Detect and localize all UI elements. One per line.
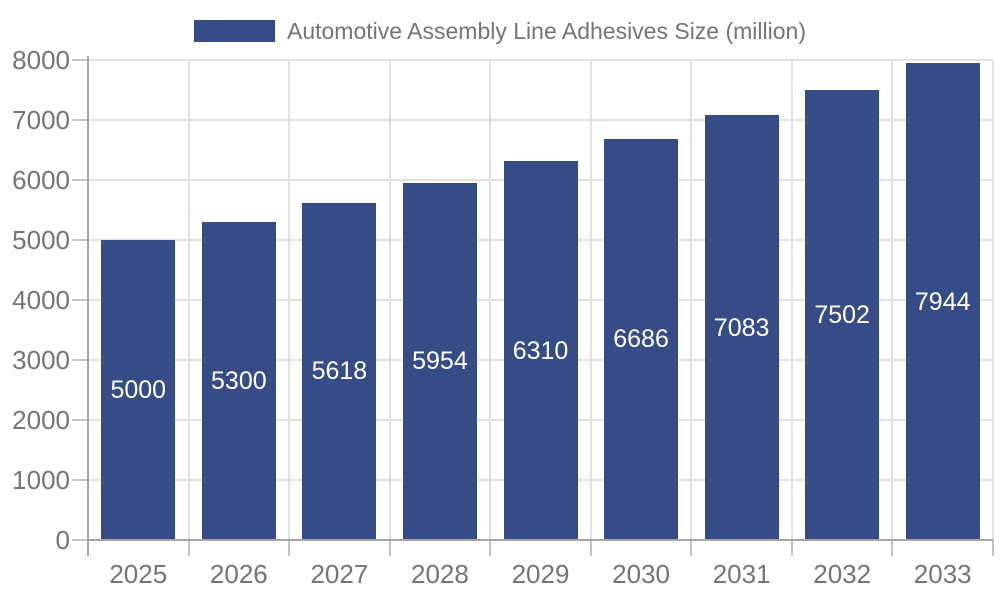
x-axis-tick xyxy=(489,540,492,556)
bar-value-label: 5300 xyxy=(211,367,267,395)
gridline-vertical xyxy=(790,60,793,540)
y-axis-tick-label: 4000 xyxy=(12,285,70,315)
y-axis-tick xyxy=(72,479,88,481)
y-axis-tick-label: 1000 xyxy=(12,465,70,495)
x-axis-tick xyxy=(790,540,793,556)
bar xyxy=(604,138,679,540)
y-axis-tick-label: 7000 xyxy=(12,105,70,135)
x-axis-tick xyxy=(187,540,190,556)
y-axis-tick xyxy=(72,359,88,361)
bar-value-label: 6310 xyxy=(512,336,569,365)
gridline-horizontal xyxy=(88,119,993,121)
y-axis-tick xyxy=(72,59,88,61)
bar xyxy=(704,115,779,540)
gridline-vertical xyxy=(690,60,693,540)
y-axis-tick xyxy=(72,239,88,241)
bar xyxy=(905,63,980,540)
gridline-horizontal xyxy=(88,59,993,61)
bar xyxy=(805,89,880,540)
bar-value-label: 5000 xyxy=(110,376,167,404)
bar-value-label: 5618 xyxy=(311,357,368,386)
x-axis-tick-label: 2030 xyxy=(612,559,670,589)
y-axis-tick-label: 5000 xyxy=(12,225,70,255)
x-axis-tick xyxy=(288,540,291,556)
legend-label: Automotive Assembly Line Adhesives Size … xyxy=(286,18,806,44)
bar-value-label: 6686 xyxy=(613,325,669,354)
y-axis-tick xyxy=(72,179,88,181)
x-axis-tick xyxy=(992,540,994,556)
y-axis-tick-label: 8000 xyxy=(12,45,70,75)
x-axis-tick-label: 2027 xyxy=(310,559,369,589)
y-axis-tick-label: 2000 xyxy=(12,405,70,435)
x-axis-tick-label: 2025 xyxy=(109,559,168,589)
x-axis-tick-label: 2031 xyxy=(712,559,771,589)
y-axis-tick-label: 6000 xyxy=(12,165,70,195)
x-axis-tick-label: 2029 xyxy=(511,559,570,589)
bar xyxy=(402,182,477,540)
y-axis-tick-label: 0 xyxy=(55,525,70,555)
x-axis-line xyxy=(87,539,993,541)
x-axis-tick xyxy=(690,540,693,556)
legend-swatch xyxy=(193,20,275,42)
x-axis-tick xyxy=(388,540,391,556)
y-axis-tick xyxy=(72,299,88,301)
bar-value-label: 5954 xyxy=(412,347,468,376)
bar-value-label: 7083 xyxy=(713,313,770,342)
y-axis-tick xyxy=(72,119,88,121)
y-axis-tick-label: 3000 xyxy=(12,345,70,375)
y-axis-tick xyxy=(72,419,88,421)
gridline-vertical xyxy=(388,60,391,540)
y-axis-tick xyxy=(72,539,88,541)
bar xyxy=(503,161,578,540)
gridline-vertical xyxy=(288,60,291,540)
gridline-vertical xyxy=(891,60,894,540)
x-axis-tick xyxy=(589,540,592,556)
x-axis-tick xyxy=(891,540,894,556)
gridline-vertical xyxy=(589,60,592,540)
gridline-vertical xyxy=(187,60,190,540)
x-axis-tick-label: 2033 xyxy=(913,559,972,589)
x-axis-tick-label: 2032 xyxy=(813,559,872,589)
x-axis-tick-label: 2026 xyxy=(209,559,268,589)
bar-value-label: 7944 xyxy=(914,287,971,316)
bar xyxy=(201,222,276,540)
gridline-vertical xyxy=(992,60,994,540)
y-axis-line xyxy=(87,56,89,556)
bar xyxy=(302,202,377,540)
chart-legend: Automotive Assembly Line Adhesives Size … xyxy=(0,18,1000,44)
bar xyxy=(101,240,176,540)
gridline-vertical xyxy=(489,60,492,540)
bar-value-label: 7502 xyxy=(814,300,870,329)
x-axis-tick-label: 2028 xyxy=(411,559,469,589)
